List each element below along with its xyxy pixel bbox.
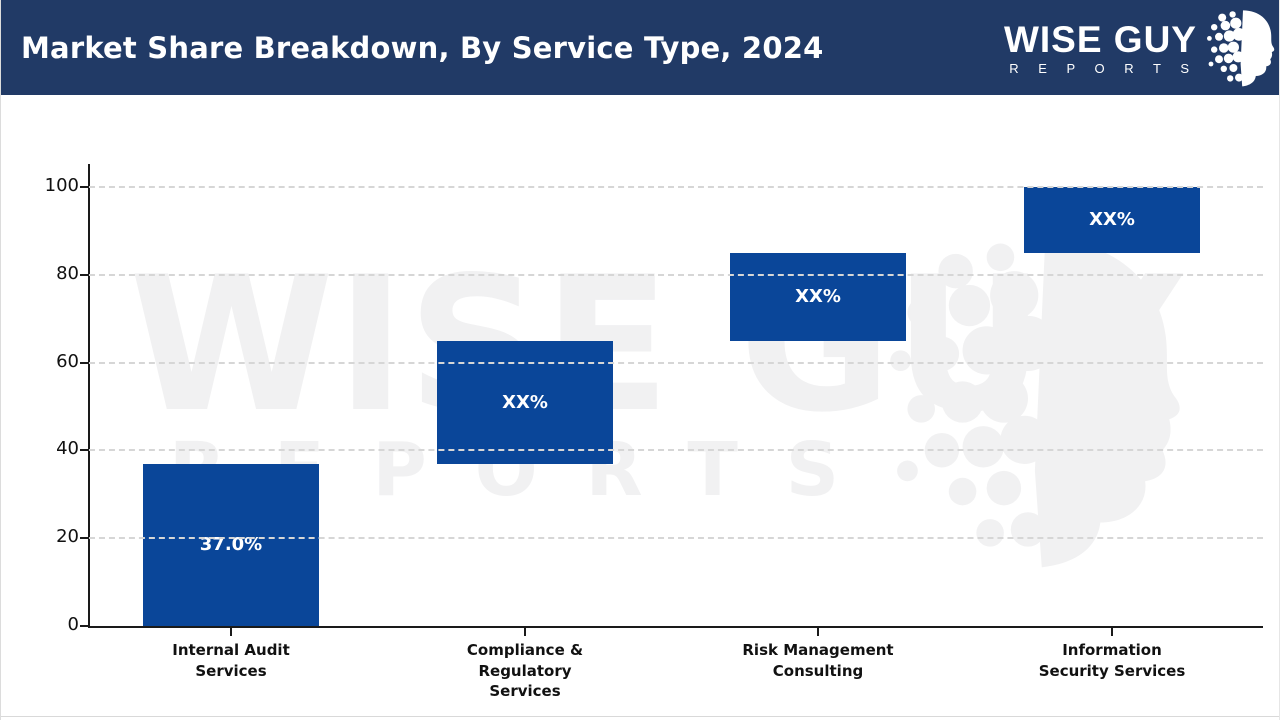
logo-subtitle: R E P O R T S <box>1009 60 1197 76</box>
x-tick-mark <box>1111 628 1113 636</box>
bar-2: XX% <box>437 340 613 464</box>
gridline-80 <box>89 273 1263 276</box>
x-tick-mark <box>230 628 232 636</box>
y-tick-mark <box>80 625 88 627</box>
y-tick-label: 0 <box>67 614 79 635</box>
bar-1: 37.0% <box>143 463 319 626</box>
x-category-label: Internal Audit Services <box>172 641 290 680</box>
y-tick-label: 20 <box>56 526 79 548</box>
x-category-label: Risk Management Consulting <box>742 641 894 680</box>
y-tick-label: 80 <box>56 262 79 284</box>
x-tick-mark <box>524 628 526 636</box>
bar-value-label: XX% <box>795 286 841 308</box>
y-tick-mark <box>80 449 88 452</box>
y-tick-mark <box>80 537 88 540</box>
wise-guy-logo: WISE GUY R E P O R T S <box>1004 7 1275 89</box>
y-tick-label: 40 <box>56 438 79 460</box>
x-axis-line <box>88 626 1263 628</box>
page-bottom-border <box>1 716 1279 717</box>
bar-4: XX% <box>1024 187 1200 253</box>
watermark-head-icon <box>890 240 1180 568</box>
logo-wordmark: WISE GUY <box>1003 18 1197 60</box>
chart-title: Market Share Breakdown, By Service Type,… <box>21 30 824 65</box>
logo-head-icon <box>1207 9 1275 86</box>
bar-value-label: XX% <box>1089 209 1135 231</box>
header-band: Market Share Breakdown, By Service Type,… <box>1 0 1279 95</box>
y-tick-mark <box>80 361 88 364</box>
bar-3: XX% <box>730 252 906 341</box>
y-tick-label: 100 <box>44 175 79 196</box>
y-tick-label: 60 <box>56 350 79 372</box>
y-tick-mark <box>80 186 88 188</box>
y-tick-mark <box>80 273 88 276</box>
x-category-label: Information Security Services <box>1038 641 1186 680</box>
y-axis-line <box>88 164 90 628</box>
x-category-label: Compliance & Regulatory Services <box>466 641 584 701</box>
logo-text: WISE GUY R E P O R T S <box>1004 21 1197 75</box>
x-tick-mark <box>817 628 819 636</box>
gridline-60 <box>89 361 1263 364</box>
gridline-100 <box>89 186 1263 188</box>
bar-value-label: 37.0% <box>199 534 263 556</box>
bar-value-label: XX% <box>502 391 548 413</box>
gridline-40 <box>89 449 1263 452</box>
gridline-20 <box>89 537 1263 540</box>
